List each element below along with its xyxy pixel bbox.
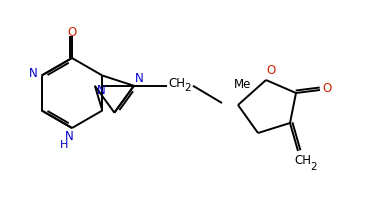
- Text: O: O: [266, 65, 276, 78]
- Text: H: H: [60, 140, 68, 150]
- Text: Me: Me: [234, 79, 252, 92]
- Text: 2: 2: [311, 162, 317, 172]
- Text: O: O: [323, 82, 332, 95]
- Text: N: N: [65, 130, 74, 142]
- Text: 2: 2: [185, 83, 191, 93]
- Text: N: N: [29, 67, 38, 80]
- Text: N: N: [135, 72, 143, 85]
- Text: CH: CH: [294, 154, 312, 167]
- Text: N: N: [97, 84, 105, 97]
- Text: CH: CH: [169, 77, 185, 90]
- Text: O: O: [67, 26, 77, 39]
